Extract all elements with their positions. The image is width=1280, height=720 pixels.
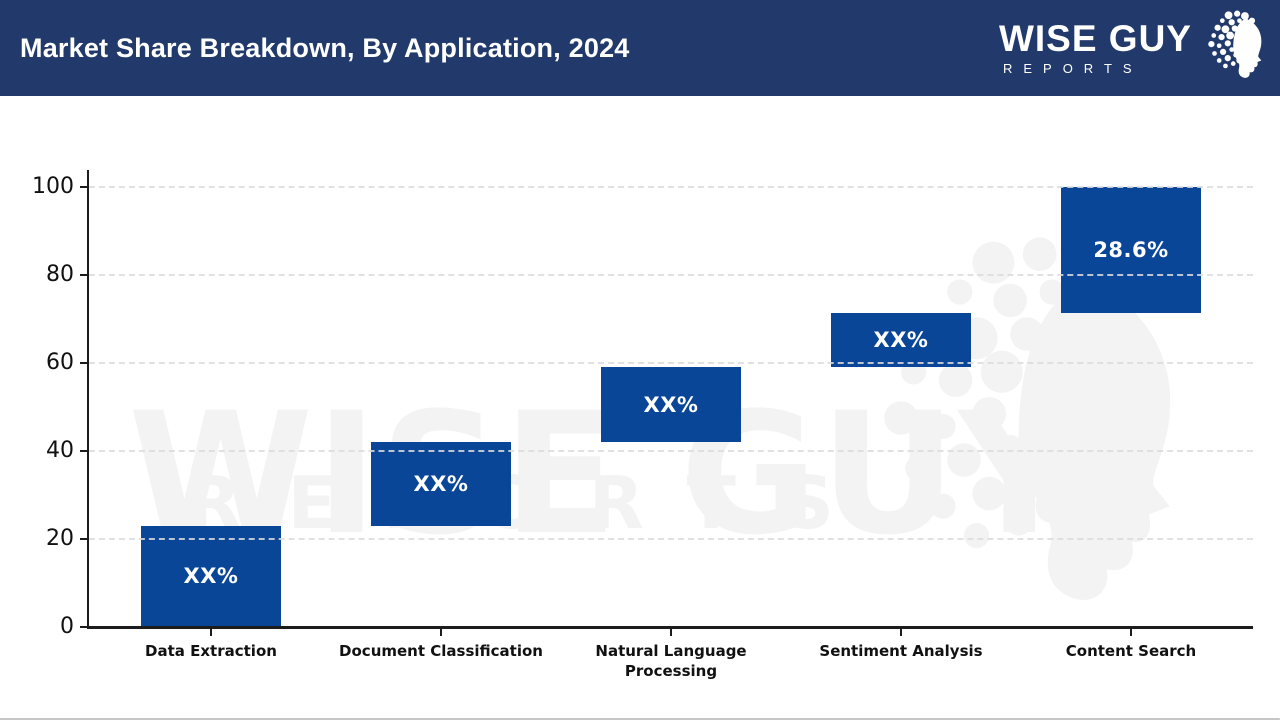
y-tick-40: [80, 450, 89, 452]
bar-data-extraction: XX%: [141, 525, 281, 627]
y-tick-label-60: 60: [46, 350, 74, 375]
logo-text: WISE GUY REPORTS: [999, 20, 1192, 76]
x-tick-data-extraction: [210, 629, 212, 636]
page-title: Market Share Breakdown, By Application, …: [20, 32, 630, 63]
bar-value-label: XX%: [183, 564, 239, 589]
y-tick-80: [80, 274, 89, 276]
bar-natural-language-processing: XX%: [601, 367, 741, 443]
bar-value-label: XX%: [413, 471, 469, 496]
bar-content-search: 28.6%: [1061, 187, 1201, 313]
logo-subtitle: REPORTS: [1002, 61, 1143, 76]
bar-document-classification: XX%: [371, 442, 511, 526]
x-axis-line: [87, 626, 1253, 629]
y-tick-100: [80, 186, 89, 188]
bar-sentiment-analysis: XX%: [831, 312, 971, 368]
y-tick-label-40: 40: [46, 438, 74, 463]
y-tick-label-20: 20: [46, 526, 74, 551]
y-axis-line: [87, 170, 89, 629]
y-tick-60: [80, 362, 89, 364]
y-tick-0: [80, 626, 89, 628]
gridline-20: [89, 538, 1253, 540]
gridline-100: [89, 186, 1253, 188]
category-label-natural-language-processing: Natural Language Processing: [595, 642, 747, 681]
chart-area: WISE GUY REPORTS 0 20 40 60 80 100 XX% Data Ext…: [0, 96, 1280, 718]
logo-wordmark: WISE GUY: [998, 18, 1192, 59]
wise-guy-logo: WISE GUY REPORTS: [999, 9, 1266, 87]
x-tick-sentiment-analysis: [900, 629, 902, 636]
category-label-document-classification: Document Classification: [339, 642, 543, 660]
x-tick-content-search: [1130, 629, 1132, 636]
x-tick-natural-language-processing: [670, 629, 672, 636]
category-label-sentiment-analysis: Sentiment Analysis: [819, 642, 983, 660]
gridline-40: [89, 450, 1253, 452]
bar-value-label: 28.6%: [1093, 237, 1169, 262]
gridline-60: [89, 362, 1253, 364]
gridline-80: [89, 274, 1253, 276]
dotted-face-icon: [1208, 10, 1262, 78]
x-tick-document-classification: [440, 629, 442, 636]
header-bar: Market Share Breakdown, By Application, …: [0, 0, 1280, 96]
y-tick-20: [80, 538, 89, 540]
bar-value-label: XX%: [873, 328, 929, 353]
category-label-content-search: Content Search: [1065, 642, 1197, 660]
y-tick-label-100: 100: [32, 174, 74, 199]
bar-value-label: XX%: [643, 392, 699, 417]
y-tick-label-0: 0: [60, 614, 74, 639]
category-label-data-extraction: Data Extraction: [145, 642, 277, 660]
y-tick-label-80: 80: [46, 262, 74, 287]
